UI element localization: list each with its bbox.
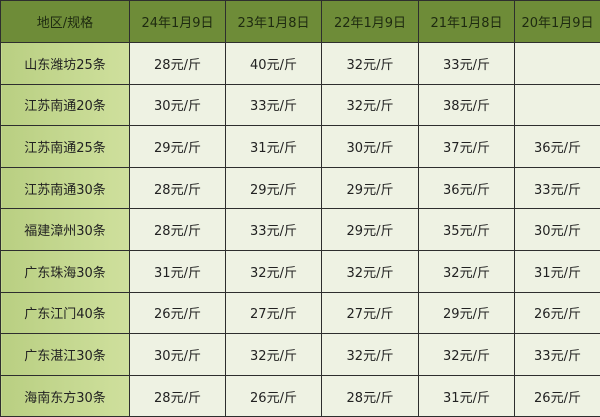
region-cell: 江苏南通30条	[1, 167, 130, 209]
region-cell: 山东潍坊25条	[1, 43, 130, 85]
price-cell: 36元/斤	[419, 167, 515, 209]
header-date: 24年1月9日	[130, 1, 226, 43]
price-cell: 26元/斤	[515, 292, 600, 334]
header-region: 地区/规格	[1, 1, 130, 43]
region-cell: 广东江门40条	[1, 292, 130, 334]
region-cell: 江苏南通25条	[1, 126, 130, 168]
price-cell: 30元/斤	[322, 126, 419, 168]
price-cell: 36元/斤	[515, 126, 600, 168]
price-cell: 32元/斤	[322, 84, 419, 126]
price-cell: 31元/斤	[419, 375, 515, 417]
region-cell: 海南东方30条	[1, 375, 130, 417]
price-cell: 29元/斤	[322, 167, 419, 209]
price-cell: 26元/斤	[515, 375, 600, 417]
price-cell: 29元/斤	[419, 292, 515, 334]
price-cell: 31元/斤	[130, 250, 226, 292]
price-cell: 32元/斤	[419, 334, 515, 376]
price-cell: 32元/斤	[322, 43, 419, 85]
price-cell: 28元/斤	[322, 375, 419, 417]
region-cell: 福建漳州30条	[1, 209, 130, 251]
region-cell: 广东湛江30条	[1, 334, 130, 376]
price-cell: 28元/斤	[130, 209, 226, 251]
price-cell: 33元/斤	[226, 84, 322, 126]
price-cell: 37元/斤	[419, 126, 515, 168]
price-cell: 32元/斤	[419, 250, 515, 292]
price-cell: 33元/斤	[226, 209, 322, 251]
header-date: 22年1月9日	[322, 1, 419, 43]
price-cell: 27元/斤	[322, 292, 419, 334]
region-cell: 江苏南通20条	[1, 84, 130, 126]
price-cell: 29元/斤	[226, 167, 322, 209]
header-date: 21年1月8日	[419, 1, 515, 43]
price-cell: 33元/斤	[515, 334, 600, 376]
price-cell: 28元/斤	[130, 167, 226, 209]
price-cell: 27元/斤	[226, 292, 322, 334]
price-cell: 26元/斤	[226, 375, 322, 417]
region-cell: 广东珠海30条	[1, 250, 130, 292]
price-cell: 31元/斤	[226, 126, 322, 168]
price-cell: 32元/斤	[322, 250, 419, 292]
price-cell: 35元/斤	[419, 209, 515, 251]
price-cell: 30元/斤	[130, 84, 226, 126]
price-cell: 29元/斤	[130, 126, 226, 168]
price-cell	[515, 84, 600, 126]
price-cell: 32元/斤	[226, 334, 322, 376]
price-cell: 30元/斤	[515, 209, 600, 251]
price-cell: 26元/斤	[130, 292, 226, 334]
price-cell: 40元/斤	[226, 43, 322, 85]
price-cell: 29元/斤	[322, 209, 419, 251]
header-date: 20年1月9日	[515, 1, 600, 43]
price-cell	[515, 43, 600, 85]
price-cell: 33元/斤	[515, 167, 600, 209]
price-cell: 30元/斤	[130, 334, 226, 376]
price-cell: 32元/斤	[322, 334, 419, 376]
header-date: 23年1月8日	[226, 1, 322, 43]
price-cell: 28元/斤	[130, 375, 226, 417]
price-cell: 28元/斤	[130, 43, 226, 85]
price-cell: 32元/斤	[226, 250, 322, 292]
price-cell: 31元/斤	[515, 250, 600, 292]
price-cell: 33元/斤	[419, 43, 515, 85]
price-cell: 38元/斤	[419, 84, 515, 126]
